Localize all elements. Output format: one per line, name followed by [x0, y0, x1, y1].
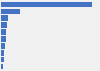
- Bar: [1, 36, 6, 42]
- Bar: [1, 50, 4, 56]
- Bar: [1, 57, 4, 62]
- Bar: [1, 2, 92, 7]
- Bar: [1, 29, 6, 35]
- Bar: [1, 15, 8, 21]
- Bar: [1, 64, 3, 69]
- Bar: [1, 9, 20, 14]
- Bar: [1, 43, 5, 49]
- Bar: [1, 22, 7, 28]
